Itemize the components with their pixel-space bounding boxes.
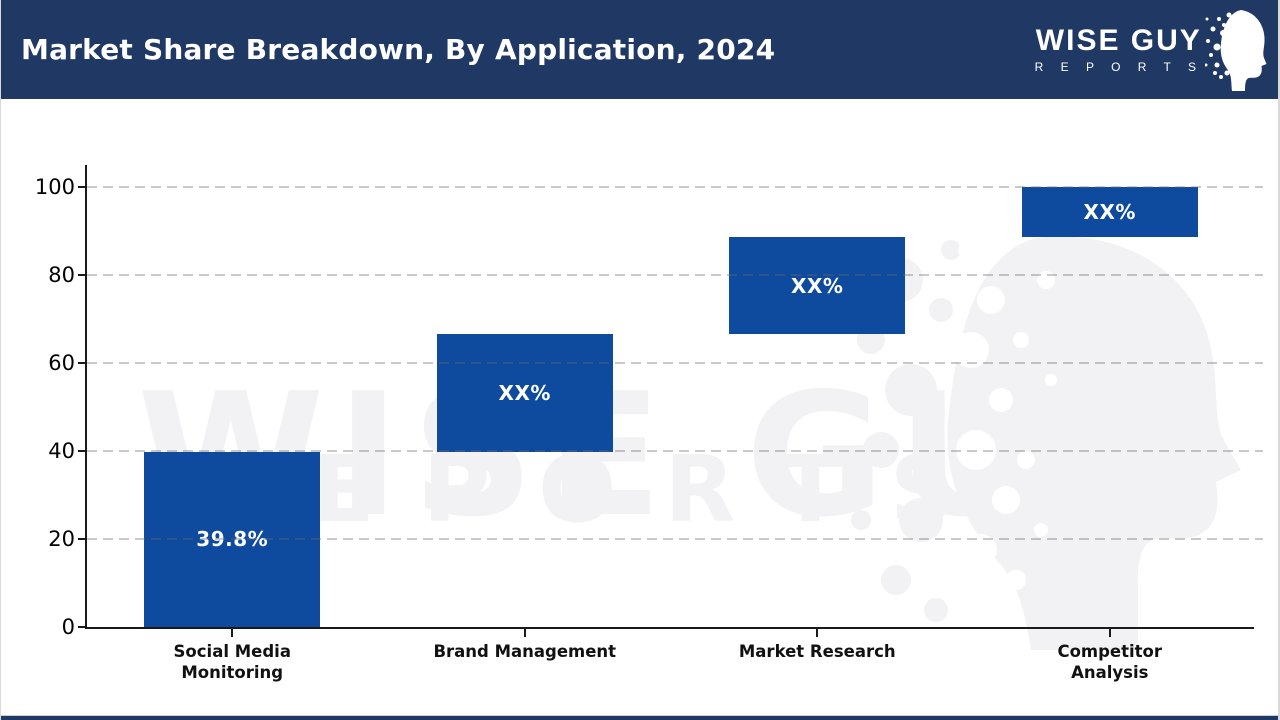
- page-title: Market Share Breakdown, By Application, …: [21, 33, 776, 66]
- brand-name: WISE GUY: [1035, 24, 1202, 57]
- y-axis-spine: [85, 165, 87, 629]
- bar-value-label: XX%: [498, 380, 551, 405]
- chart-area: WISE GUY REPORTS 39.8% XX% XX% XX% 0 20 40 60 8…: [1, 99, 1278, 716]
- footer-divider: [1, 715, 1278, 716]
- brand-logo: WISE GUY R E P O R T S: [1035, 7, 1267, 93]
- brand-head-icon: [1205, 9, 1267, 91]
- bar-value-label: XX%: [791, 273, 844, 298]
- y-tick-80: [78, 274, 86, 276]
- header-bar: Market Share Breakdown, By Application, …: [1, 0, 1278, 99]
- y-tick-label-80: 80: [48, 263, 75, 287]
- bar-segment: XX%: [1021, 187, 1198, 238]
- category-label: Competitor Analysis: [1057, 642, 1163, 683]
- brand-logo-text: WISE GUY R E P O R T S: [1034, 24, 1203, 74]
- x-axis-spine: [85, 627, 1254, 629]
- category-label: Market Research: [738, 642, 896, 661]
- y-tick-20: [78, 538, 86, 540]
- y-tick-label-60: 60: [48, 351, 75, 375]
- watermark-head-icon: [841, 236, 1241, 650]
- category-label: Brand Management: [433, 642, 617, 661]
- bar-segment: XX%: [436, 333, 613, 452]
- x-tick: [523, 629, 526, 637]
- x-tick: [1108, 629, 1111, 637]
- x-tick: [816, 629, 819, 637]
- bar-value-label: 39.8%: [196, 527, 269, 552]
- y-tick-label-0: 0: [61, 615, 75, 639]
- footer-bar: [1, 716, 1278, 720]
- y-tick-0: [78, 626, 86, 628]
- brand-subtitle: R E P O R T S: [1034, 60, 1203, 74]
- y-tick-100: [78, 186, 86, 188]
- y-tick-40: [78, 450, 86, 452]
- bar-segment: 39.8%: [144, 451, 321, 627]
- bar-segment: XX%: [729, 237, 906, 334]
- x-tick: [231, 629, 234, 637]
- y-tick-label-100: 100: [34, 175, 75, 199]
- y-tick-label-40: 40: [48, 439, 75, 463]
- category-label: Social Media Monitoring: [173, 642, 291, 683]
- bar-value-label: XX%: [1083, 200, 1136, 225]
- y-tick-60: [78, 362, 86, 364]
- y-tick-label-20: 20: [48, 527, 75, 551]
